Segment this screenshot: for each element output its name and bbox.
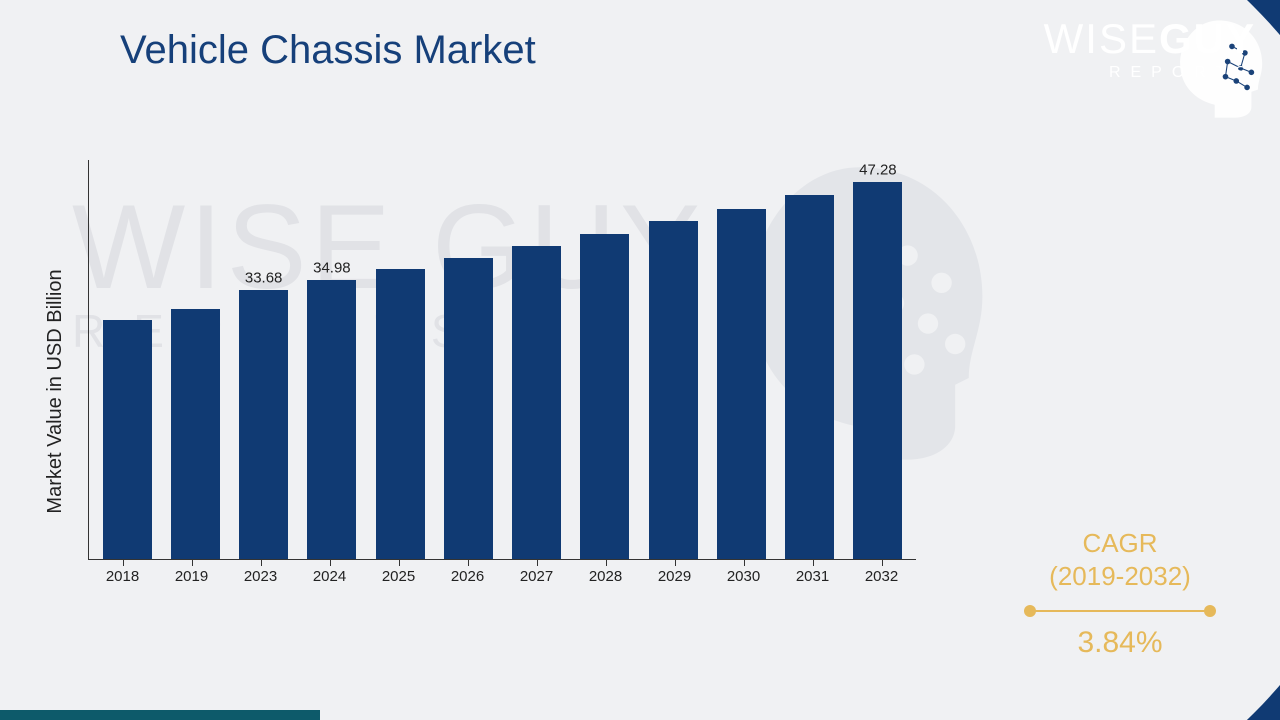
cagr-label: CAGR: [1000, 528, 1240, 559]
bar-wrap: 47.28: [844, 160, 912, 559]
x-tick-label: 2018: [88, 560, 157, 600]
bar: [853, 182, 902, 559]
bar: [171, 309, 220, 559]
bar-wrap: [161, 160, 229, 559]
footer-accent: [0, 710, 320, 720]
bar-wrap: [503, 160, 571, 559]
bar-wrap: [571, 160, 639, 559]
x-tick-label: 2029: [640, 560, 709, 600]
bar-wrap: [639, 160, 707, 559]
bar-wrap: [434, 160, 502, 559]
x-tick-label: 2031: [778, 560, 847, 600]
cagr-block: CAGR (2019-2032) 3.84%: [1000, 528, 1240, 660]
cagr-divider: [1030, 610, 1210, 612]
x-tick-label: 2026: [433, 560, 502, 600]
x-tick-label: 2025: [364, 560, 433, 600]
cagr-value: 3.84%: [1000, 626, 1240, 660]
page-title: Vehicle Chassis Market: [120, 28, 536, 73]
cagr-range: (2019-2032): [1000, 561, 1240, 592]
plot-area: 33.68 34.98 47.28: [88, 160, 916, 560]
y-axis-label: Market Value in USD Billion: [44, 269, 67, 513]
brand-line1: WISEGUY: [1044, 18, 1256, 60]
bar-wrap: 33.68: [230, 160, 298, 559]
bar-chart: Market Value in USD Billion 33.68 34.98 47…: [36, 160, 916, 600]
bar-value-label: 47.28: [859, 161, 897, 178]
brand-guy: GUY: [1159, 15, 1256, 62]
bar-value-label: 34.98: [313, 259, 351, 276]
bar-wrap: [93, 160, 161, 559]
bar-wrap: [366, 160, 434, 559]
bar-value-label: 33.68: [245, 270, 283, 287]
x-tick-label: 2024: [295, 560, 364, 600]
x-tick-label: 2028: [571, 560, 640, 600]
brand-line2: REPORTS: [1044, 64, 1256, 82]
bar: [307, 280, 356, 559]
bar-wrap: [707, 160, 775, 559]
x-ticks: 2018201920232024202520262027202820292030…: [88, 560, 916, 600]
brand-logo: WISEGUY REPORTS: [1044, 18, 1256, 82]
bar: [785, 195, 834, 559]
bar: [444, 258, 493, 559]
bar: [512, 246, 561, 559]
bar: [103, 320, 152, 559]
bar: [376, 269, 425, 559]
bar-wrap: 34.98: [298, 160, 366, 559]
bars-container: 33.68 34.98 47.28: [89, 160, 916, 559]
x-tick-label: 2019: [157, 560, 226, 600]
x-tick-label: 2023: [226, 560, 295, 600]
x-tick-label: 2027: [502, 560, 571, 600]
x-tick-label: 2030: [709, 560, 778, 600]
bar: [649, 221, 698, 559]
brand-wise: WISE: [1044, 15, 1159, 62]
x-tick-label: 2032: [847, 560, 916, 600]
bar: [717, 209, 766, 559]
bar: [580, 234, 629, 559]
bar-wrap: [776, 160, 844, 559]
bar: [239, 290, 288, 559]
